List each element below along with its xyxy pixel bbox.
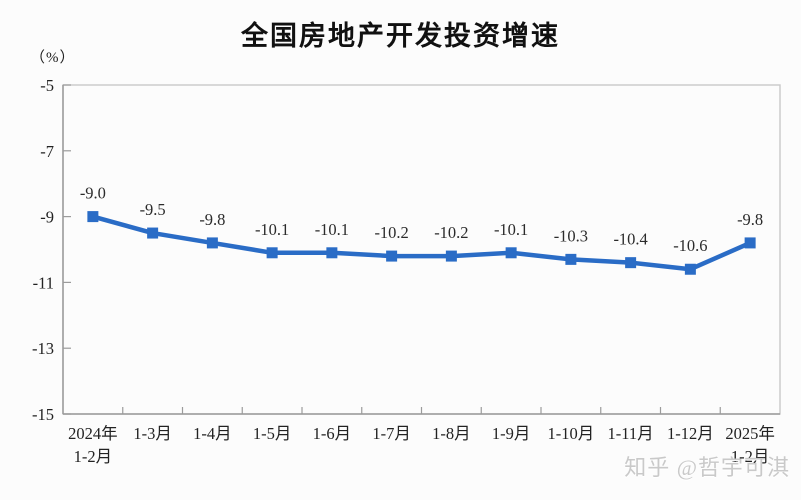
data-value-label: -9.5 (140, 200, 166, 219)
data-value-label: -9.8 (199, 210, 225, 229)
x-category-label: 2025年 (725, 424, 775, 443)
data-point-marker (445, 250, 457, 262)
data-point-marker (386, 250, 398, 262)
data-value-label: -10.2 (434, 223, 468, 242)
x-category-label: 1-6月 (313, 424, 352, 443)
series-line (90, 214, 753, 272)
x-category-label: 1-3月 (133, 424, 172, 443)
x-category-label: 1-9月 (492, 424, 531, 443)
x-category-label: 2024年 (68, 424, 118, 443)
data-value-label: -10.1 (315, 220, 349, 239)
y-tick-label: -15 (32, 405, 54, 424)
data-value-label: -10.2 (374, 223, 408, 242)
y-axis: -5 -7 -9 -11 -13 -15 (32, 76, 71, 424)
data-labels: -9.0 -9.5 -9.8 -10.1 -10.1 -10.2 -10.2 -10.1 -10… (80, 184, 763, 256)
x-category-label: 1-2月 (731, 447, 770, 466)
data-point-marker (744, 237, 756, 249)
x-axis-labels: 2024年 1-2月 1-3月 1-4月 1-5月 1-6月 1-7月 1-8月 1-9月 1-1… (68, 424, 775, 466)
data-point-marker (87, 211, 99, 223)
x-category-label: 1-5月 (253, 424, 292, 443)
x-axis-ticks (122, 407, 721, 414)
data-value-label: -10.4 (613, 230, 647, 249)
x-category-label: 1-12月 (667, 424, 714, 443)
chart-title: 全国房地产开发投资增速 (241, 21, 560, 51)
data-point-marker (625, 257, 637, 269)
watermark: 知乎 @哲宇可淇 (624, 455, 790, 480)
y-tick-label: -13 (32, 339, 54, 358)
data-value-label: -10.1 (255, 220, 289, 239)
data-value-label: -10.1 (494, 220, 528, 239)
series-markers (87, 211, 756, 275)
data-value-label: -10.3 (554, 226, 588, 245)
data-point-marker (206, 237, 218, 249)
data-point-marker (505, 247, 517, 259)
data-value-label: -10.6 (673, 236, 707, 255)
data-point-marker (266, 247, 278, 259)
y-tick-label: -7 (40, 142, 54, 161)
y-tick-label: -11 (33, 273, 54, 292)
y-tick-label: -5 (40, 76, 54, 95)
data-point-marker (326, 247, 338, 259)
y-tick-label: -9 (40, 208, 54, 227)
x-category-label: 1-8月 (432, 424, 471, 443)
x-category-label: 1-7月 (372, 424, 411, 443)
x-category-label: 1-11月 (608, 424, 654, 443)
x-category-label: 1-4月 (193, 424, 232, 443)
data-value-label: -9.8 (737, 210, 763, 229)
data-point-marker (684, 263, 696, 275)
data-value-label: -9.0 (80, 184, 106, 203)
x-category-label: 1-10月 (548, 424, 595, 443)
data-point-marker (565, 253, 577, 265)
x-category-label: 1-2月 (74, 447, 113, 466)
data-point-marker (147, 227, 159, 239)
y-axis-unit-label: （%） (30, 50, 76, 66)
